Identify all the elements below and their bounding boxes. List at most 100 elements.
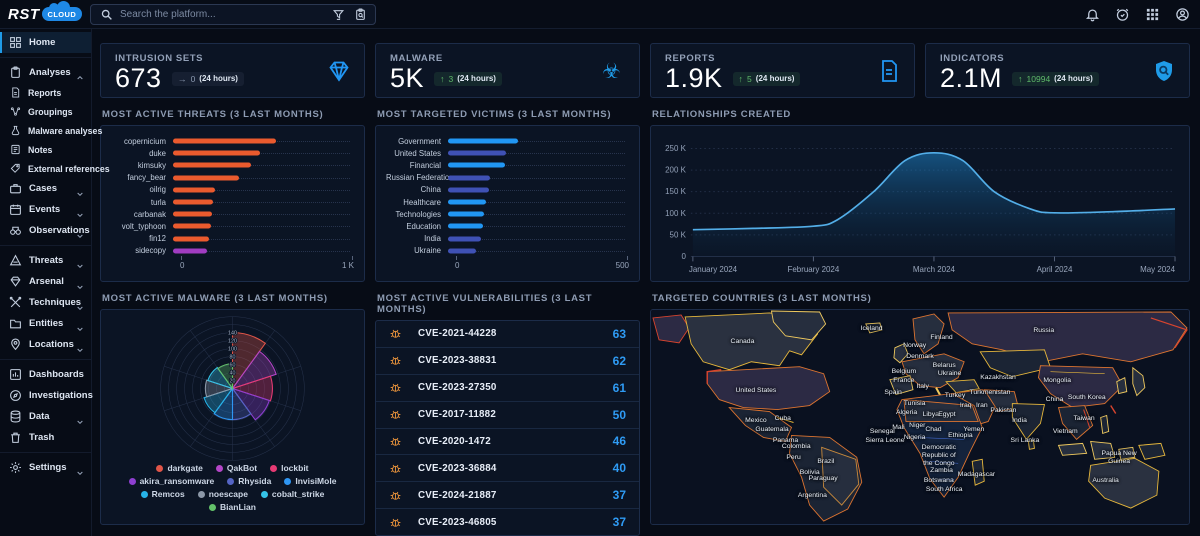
sidebar-item-threats[interactable]: Threats bbox=[0, 250, 91, 271]
bar-technologies[interactable] bbox=[448, 211, 485, 217]
polar-slice-remcos[interactable] bbox=[203, 387, 234, 414]
bar-row-duke[interactable]: duke bbox=[111, 147, 354, 159]
sidebar-item-entities[interactable]: Entities bbox=[0, 313, 91, 334]
legend-item-cobalt-strike[interactable]: cobalt_strike bbox=[260, 489, 324, 499]
vulnerability-row-cve-2024-21887[interactable]: CVE-2024-21887 37 bbox=[376, 482, 639, 510]
legend-item-remcos[interactable]: Remcos bbox=[140, 489, 185, 499]
polar-slice-bianlian[interactable] bbox=[217, 363, 234, 391]
legend-item-invisimole[interactable]: InvisiMole bbox=[284, 476, 336, 486]
sidebar-item-arsenal[interactable]: Arsenal bbox=[0, 271, 91, 292]
bar-sidecopy[interactable] bbox=[173, 248, 207, 254]
bar-government[interactable] bbox=[448, 138, 518, 144]
sidebar-item-investigations[interactable]: Investigations bbox=[0, 385, 93, 406]
bar-ukraine[interactable] bbox=[448, 248, 476, 254]
legend-item-bianlian[interactable]: BianLian bbox=[209, 502, 256, 512]
bar-row-oilrig[interactable]: oilrig bbox=[111, 184, 354, 196]
polar-area-chart[interactable]: 20 40 60 80 100 120 140 bbox=[107, 314, 358, 463]
bar-fin12[interactable] bbox=[173, 236, 209, 242]
bar-russian-federation[interactable] bbox=[448, 175, 491, 181]
sidebar-item-events[interactable]: Events bbox=[0, 199, 91, 220]
most-targeted-victims-chart[interactable]: Government United States Financial Russian … bbox=[375, 125, 640, 282]
sidebar-item-analyses[interactable]: Analyses bbox=[0, 62, 91, 83]
bar-duke[interactable] bbox=[173, 150, 260, 156]
bar-row-turla[interactable]: turla bbox=[111, 196, 354, 208]
legend-item-lockbit[interactable]: lockbit bbox=[270, 463, 309, 473]
bar-healthcare[interactable] bbox=[448, 199, 487, 205]
bar-row-india[interactable]: India bbox=[386, 233, 629, 245]
bar-row-education[interactable]: Education bbox=[386, 220, 629, 232]
polar-slice-lockbit[interactable] bbox=[230, 375, 273, 402]
app-logo[interactable]: RST CLOUD bbox=[8, 1, 90, 23]
bar-row-ukraine[interactable]: Ukraine bbox=[386, 245, 629, 257]
bar-row-fin12[interactable]: fin12 bbox=[111, 233, 354, 245]
targeted-countries-map[interactable]: Iceland Canada Norway Finland Russia Denmark B… bbox=[650, 309, 1190, 525]
vulnerability-row-cve-2020-1472[interactable]: CVE-2020-1472 46 bbox=[376, 429, 639, 456]
sidebar-item-settings[interactable]: Settings bbox=[0, 457, 91, 478]
relationships-created-chart[interactable]: 0 50 K 100 K 150 K 200 K 250 K January 2024 Feb… bbox=[650, 125, 1190, 282]
sidebar-item-cases[interactable]: Cases bbox=[0, 178, 91, 199]
vulnerability-row-cve-2023-46805[interactable]: CVE-2023-46805 37 bbox=[376, 509, 639, 535]
sidebar-item-external-references[interactable]: External references bbox=[0, 159, 110, 178]
bar-row-fancy-bear[interactable]: fancy_bear bbox=[111, 172, 354, 184]
legend-item-noescape[interactable]: noescape bbox=[197, 489, 248, 499]
bar-turla[interactable] bbox=[173, 199, 213, 205]
polar-slice-invisimole[interactable] bbox=[213, 386, 234, 421]
vulnerability-row-cve-2023-38831[interactable]: CVE-2023-38831 62 bbox=[376, 348, 639, 375]
bulk-search-icon[interactable] bbox=[352, 6, 368, 22]
bar-row-healthcare[interactable]: Healthcare bbox=[386, 196, 629, 208]
triggers-alarm-icon[interactable] bbox=[1114, 6, 1130, 22]
sidebar-item-data[interactable]: Data bbox=[0, 406, 91, 427]
vulnerability-row-cve-2023-36884[interactable]: CVE-2023-36884 40 bbox=[376, 455, 639, 483]
search-input[interactable] bbox=[120, 8, 324, 20]
bar-carbanak[interactable] bbox=[173, 211, 213, 217]
polar-slice-cobalt-strike[interactable] bbox=[207, 366, 234, 390]
advanced-search-icon[interactable] bbox=[330, 6, 346, 22]
bar-row-financial[interactable]: Financial bbox=[386, 159, 629, 171]
vulnerability-row-cve-2017-11882[interactable]: CVE-2017-11882 50 bbox=[376, 402, 639, 429]
stat-card-intrusion-sets[interactable]: INTRUSION SETS 673 → 0 (24 hours) bbox=[100, 43, 365, 98]
bar-row-russian-federation[interactable]: Russian Federation bbox=[386, 172, 629, 184]
bar-china[interactable] bbox=[448, 187, 489, 193]
sidebar-item-home[interactable]: Home bbox=[0, 32, 91, 53]
sidebar-item-reports[interactable]: Reports bbox=[0, 83, 91, 102]
most-active-malware-chart[interactable]: 20 40 60 80 100 120 140 darkgate QakBot lockbit a… bbox=[100, 309, 365, 525]
most-active-threats-chart[interactable]: copernicium duke kimsuky fancy_bear oilrig tu… bbox=[100, 125, 365, 282]
stat-card-indicators[interactable]: INDICATORS 2.1M ↑ 10994 (24 hours) bbox=[925, 43, 1190, 98]
bar-row-government[interactable]: Government bbox=[386, 135, 629, 147]
stat-card-malware[interactable]: MALWARE 5K ↑ 3 (24 hours) ☣ bbox=[375, 43, 640, 98]
legend-item-qakbot[interactable]: QakBot bbox=[215, 463, 257, 473]
stat-card-reports[interactable]: REPORTS 1.9K ↑ 5 (24 hours) bbox=[650, 43, 915, 98]
bar-united-states[interactable] bbox=[448, 150, 507, 156]
bar-volt-typhoon[interactable] bbox=[173, 223, 212, 229]
bar-row-technologies[interactable]: Technologies bbox=[386, 208, 629, 220]
sidebar-item-observations[interactable]: Observations bbox=[0, 220, 91, 241]
notifications-bell-icon[interactable] bbox=[1084, 6, 1100, 22]
bar-row-copernicium[interactable]: copernicium bbox=[111, 135, 354, 147]
bar-row-united-states[interactable]: United States bbox=[386, 147, 629, 159]
legend-item-akira-ransomware[interactable]: akira_ransomware bbox=[128, 476, 214, 486]
polar-slice-akira-ransomware[interactable] bbox=[231, 387, 270, 421]
account-circle-icon[interactable] bbox=[1174, 6, 1190, 22]
bar-row-volt-typhoon[interactable]: volt_typhoon bbox=[111, 220, 354, 232]
bar-copernicium[interactable] bbox=[173, 138, 276, 144]
vulnerability-row-cve-2021-44228[interactable]: CVE-2021-44228 63 bbox=[376, 321, 639, 348]
sidebar-item-dashboards[interactable]: Dashboards bbox=[0, 364, 91, 385]
bar-kimsuky[interactable] bbox=[173, 162, 252, 168]
sidebar-item-locations[interactable]: Locations bbox=[0, 334, 91, 355]
polar-slice-darkgate[interactable] bbox=[231, 332, 267, 391]
bar-education[interactable] bbox=[448, 223, 484, 229]
polar-slice-qakbot[interactable] bbox=[231, 350, 277, 390]
sidebar-item-trash[interactable]: Trash bbox=[0, 427, 91, 448]
bar-india[interactable] bbox=[448, 236, 482, 242]
legend-item-darkgate[interactable]: darkgate bbox=[156, 463, 203, 473]
sidebar-item-techniques[interactable]: Techniques bbox=[0, 292, 91, 313]
sidebar-item-notes[interactable]: Notes bbox=[0, 140, 91, 159]
vulnerability-row-cve-2023-27350[interactable]: CVE-2023-27350 61 bbox=[376, 375, 639, 402]
bar-row-kimsuky[interactable]: kimsuky bbox=[111, 159, 354, 171]
bar-row-china[interactable]: China bbox=[386, 184, 629, 196]
bar-row-sidecopy[interactable]: sidecopy bbox=[111, 245, 354, 257]
bar-fancy-bear[interactable] bbox=[173, 175, 240, 181]
bar-financial[interactable] bbox=[448, 162, 506, 168]
polar-slice-noescape[interactable] bbox=[204, 379, 235, 398]
bar-oilrig[interactable] bbox=[173, 187, 215, 193]
